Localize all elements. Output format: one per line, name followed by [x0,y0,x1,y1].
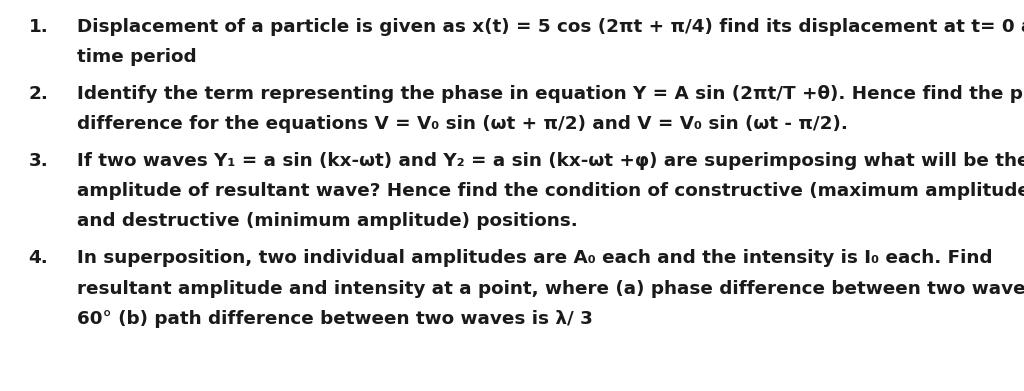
Text: time period: time period [77,48,197,66]
Text: If two waves Y₁ = a sin (kx-ωt) and Y₂ = a sin (kx-ωt +φ) are superimposing what: If two waves Y₁ = a sin (kx-ωt) and Y₂ =… [77,152,1024,170]
Text: and destructive (minimum amplitude) positions.: and destructive (minimum amplitude) posi… [77,212,578,230]
Text: 4.: 4. [29,249,48,267]
Text: Displacement of a particle is given as x(t) = 5 cos (2πt + π/4) find its displac: Displacement of a particle is given as x… [77,18,1024,36]
Text: resultant amplitude and intensity at a point, where (a) phase difference between: resultant amplitude and intensity at a p… [77,280,1024,298]
Text: 60° (b) path difference between two waves is λ/ 3: 60° (b) path difference between two wave… [77,310,593,328]
Text: 3.: 3. [29,152,48,170]
Text: 1.: 1. [29,18,48,36]
Text: difference for the equations V = V₀ sin (ωt + π/2) and V = V₀ sin (ωt - π/2).: difference for the equations V = V₀ sin … [77,115,848,133]
Text: Identify the term representing the phase in equation Y = A sin (2πt/T +θ). Hence: Identify the term representing the phase… [77,85,1024,103]
Text: In superposition, two individual amplitudes are A₀ each and the intensity is I₀ : In superposition, two individual amplitu… [77,249,992,267]
Text: 2.: 2. [29,85,48,103]
Text: amplitude of resultant wave? Hence find the condition of constructive (maximum a: amplitude of resultant wave? Hence find … [77,182,1024,200]
